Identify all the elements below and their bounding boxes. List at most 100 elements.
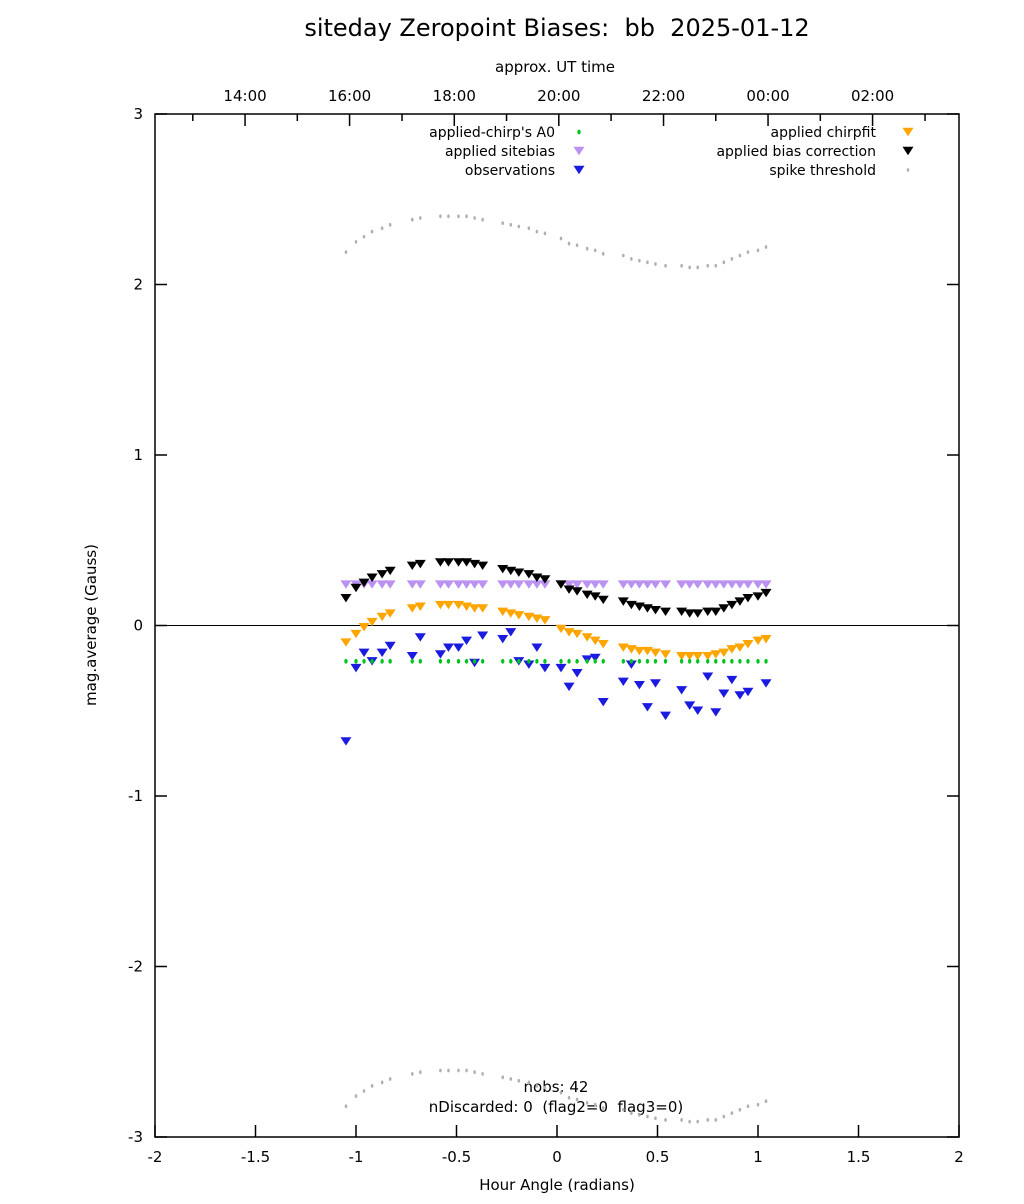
- data-point: [746, 250, 750, 255]
- data-point: [366, 573, 378, 582]
- data-point: [756, 1102, 760, 1107]
- data-point: [752, 636, 764, 646]
- data-point: [684, 580, 696, 589]
- data-point: [505, 609, 517, 618]
- data-point: [501, 221, 505, 226]
- data-point: [581, 633, 593, 642]
- data-point: [571, 587, 583, 596]
- data-point: [601, 658, 605, 664]
- legend-marker-applied-sitebias: [573, 146, 585, 156]
- data-point: [633, 646, 645, 656]
- data-point: [527, 1080, 531, 1085]
- data-point: [567, 241, 571, 246]
- data-point: [601, 251, 605, 256]
- data-point: [730, 1111, 734, 1116]
- data-point: [509, 658, 513, 664]
- data-point: [756, 658, 760, 664]
- series-applied-chirpfit: [340, 600, 772, 661]
- data-point: [660, 650, 672, 659]
- data-point: [439, 1068, 442, 1073]
- data-point: [563, 628, 575, 637]
- x2-tick-label: 14:00: [223, 87, 266, 105]
- legend-marker-applied-chirpfit: [902, 127, 914, 137]
- data-point: [710, 607, 722, 617]
- data-point: [696, 1119, 699, 1124]
- data-point: [559, 658, 563, 664]
- data-point: [414, 602, 426, 611]
- x-tick-label: -2: [148, 1148, 163, 1166]
- data-point: [380, 658, 384, 664]
- data-point: [453, 558, 465, 567]
- data-point: [434, 558, 446, 567]
- data-point: [742, 640, 754, 649]
- data-point: [419, 1070, 422, 1075]
- data-point: [684, 701, 696, 710]
- data-point: [414, 559, 426, 569]
- data-point: [597, 580, 609, 589]
- data-point: [414, 580, 426, 589]
- data-point: [722, 1114, 726, 1119]
- data-point: [384, 566, 396, 576]
- legend-label-applied-bias-correction: applied bias correction: [716, 144, 876, 160]
- data-point: [469, 559, 481, 569]
- data-point: [406, 604, 418, 613]
- data-point: [477, 561, 489, 571]
- data-point: [473, 216, 476, 220]
- data-point: [461, 602, 473, 611]
- x-tick-label: -1: [349, 1148, 364, 1166]
- data-point: [593, 248, 597, 253]
- data-point: [531, 614, 543, 623]
- data-point: [641, 580, 653, 589]
- data-point: [453, 580, 465, 589]
- legend-marker-spike-threshold: [906, 168, 910, 172]
- data-point: [461, 580, 473, 589]
- data-point: [442, 600, 454, 610]
- data-point: [702, 580, 714, 589]
- series-applied-sitebias: [340, 580, 772, 589]
- data-point: [465, 1068, 468, 1073]
- data-point: [742, 580, 754, 589]
- data-point: [680, 1118, 683, 1122]
- data-point: [710, 708, 722, 717]
- data-point: [654, 262, 657, 266]
- data-point: [362, 1089, 366, 1093]
- legend-label-applied-sitebias: applied sitebias: [445, 144, 555, 160]
- data-point: [593, 1102, 597, 1107]
- y-axis-title: mag.average (Gauss): [82, 544, 100, 706]
- data-point: [738, 1107, 742, 1112]
- series-applied-bias-correction: [340, 558, 772, 618]
- data-point: [344, 658, 348, 664]
- data-point: [370, 1083, 374, 1088]
- data-point: [738, 253, 742, 258]
- data-point: [702, 672, 714, 681]
- y-tick-label: -1: [128, 787, 143, 805]
- data-point: [680, 263, 683, 268]
- data-point: [696, 265, 699, 270]
- data-point: [660, 580, 672, 589]
- x2-tick-label: 18:00: [433, 87, 476, 105]
- data-point: [434, 580, 446, 589]
- legend-marker-observations: [573, 165, 585, 175]
- data-point: [581, 580, 593, 589]
- data-point: [340, 580, 352, 589]
- data-point: [535, 229, 539, 234]
- data-point: [692, 651, 704, 661]
- plot-frame-layer: -2 -1.5 -1 -0.5 0 0.5 1 1.5 2 14:00 16:00 18:00 20:0…: [128, 87, 964, 1166]
- data-point: [664, 1118, 667, 1122]
- x2-tick-label: 20:00: [537, 87, 580, 105]
- data-point: [354, 658, 358, 664]
- data-point: [641, 703, 653, 712]
- x-tick-label: -1.5: [241, 1148, 270, 1166]
- data-point: [687, 658, 692, 664]
- data-point: [589, 636, 601, 646]
- data-point: [501, 1075, 505, 1080]
- data-point: [567, 658, 571, 664]
- data-point: [730, 658, 734, 664]
- data-point: [692, 580, 704, 589]
- data-point: [718, 689, 730, 698]
- data-point: [617, 677, 629, 686]
- data-point: [676, 607, 688, 617]
- data-point: [527, 658, 531, 664]
- data-point: [726, 675, 738, 685]
- data-point: [734, 691, 746, 700]
